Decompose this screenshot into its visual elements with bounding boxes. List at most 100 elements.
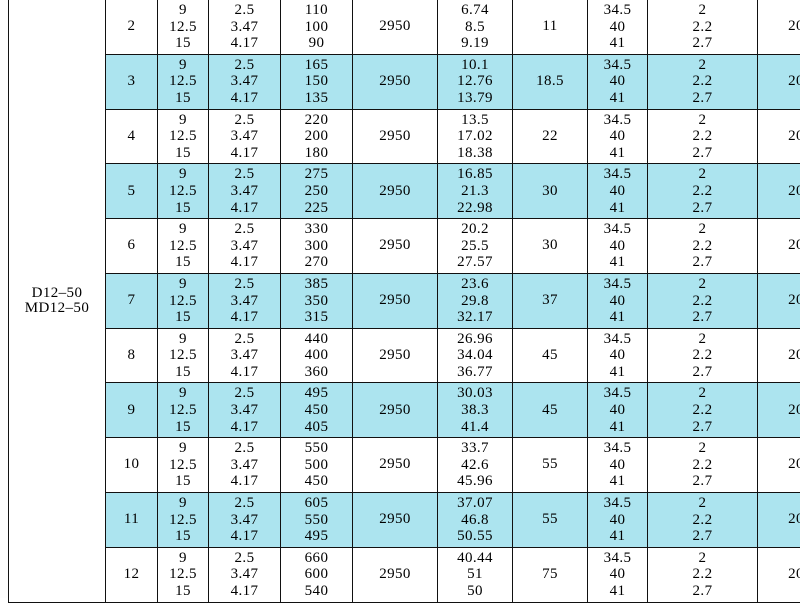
efficiency-cell-value-2: 40: [588, 183, 647, 200]
speed-cell-value: 2950: [353, 74, 437, 89]
efficiency-cell-value-1: 34.5: [588, 166, 647, 183]
speed-cell: 2950: [353, 328, 438, 383]
capacity-cell-value-2: 12.5: [158, 293, 208, 310]
capacity-cell-value-1: 9: [158, 2, 208, 19]
motor-power-cell: 55: [513, 438, 588, 493]
efficiency-cell-value-3: 41: [588, 145, 647, 162]
efficiency-cell-value-2: 40: [588, 347, 647, 364]
capacity-alt-cell-value-1: 2.5: [209, 166, 280, 183]
shaft-power-cell-value-3: 50.55: [438, 528, 512, 545]
motor-power-cell: 45: [513, 328, 588, 383]
speed-cell: 2950: [353, 164, 438, 219]
head-cell-value-2: 100: [281, 19, 352, 36]
head-cell-value-1: 660: [281, 550, 352, 567]
capacity-alt-cell-value-1: 2.5: [209, 440, 280, 457]
inlet-diameter-cell: 200: [758, 493, 800, 548]
npsh-cell-value-3: 2.7: [648, 35, 757, 52]
capacity-alt-cell-value-3: 4.17: [209, 90, 280, 107]
shaft-power-cell-value-2: 34.04: [438, 347, 512, 364]
inlet-diameter-cell-value: 200: [758, 184, 800, 199]
capacity-cell-value-1: 9: [158, 166, 208, 183]
capacity-alt-cell-value-3: 4.17: [209, 528, 280, 545]
capacity-cell-value-1: 9: [158, 331, 208, 348]
inlet-diameter-cell-value: 200: [758, 129, 800, 144]
motor-power-cell: 75: [513, 547, 588, 602]
efficiency-cell-value-2: 40: [588, 19, 647, 36]
stage-count-cell: 9: [106, 383, 158, 438]
stage-count-cell: 3: [106, 54, 158, 109]
npsh-cell-value-3: 2.7: [648, 364, 757, 381]
npsh-cell-value-3: 2.7: [648, 473, 757, 490]
capacity-cell-value-2: 12.5: [158, 402, 208, 419]
npsh-cell-value-1: 2: [648, 276, 757, 293]
stage-count-cell: 12: [106, 547, 158, 602]
motor-power-cell-value: 30: [513, 238, 587, 253]
shaft-power-cell-value-3: 22.98: [438, 200, 512, 217]
motor-power-cell-value: 45: [513, 403, 587, 418]
capacity-cell-value-2: 12.5: [158, 19, 208, 36]
capacity-cell-value-3: 15: [158, 254, 208, 271]
speed-cell-value: 2950: [353, 129, 437, 144]
capacity-alt-cell-value-3: 4.17: [209, 473, 280, 490]
stage-count-cell-value: 6: [106, 238, 157, 253]
shaft-power-cell-value-1: 33.7: [438, 440, 512, 457]
capacity-cell-value-3: 15: [158, 309, 208, 326]
shaft-power-cell-value-3: 13.79: [438, 90, 512, 107]
capacity-alt-cell-value-2: 3.47: [209, 19, 280, 36]
head-cell-value-2: 200: [281, 128, 352, 145]
speed-cell-value: 2950: [353, 184, 437, 199]
inlet-diameter-cell: 200: [758, 164, 800, 219]
stage-count-cell: 10: [106, 438, 158, 493]
head-cell-value-1: 220: [281, 112, 352, 129]
motor-power-cell-value: 22: [513, 129, 587, 144]
capacity-alt-cell-value-2: 3.47: [209, 402, 280, 419]
inlet-diameter-cell: 200: [758, 438, 800, 493]
head-cell-value-3: 360: [281, 364, 352, 381]
stage-count-cell-value: 2: [106, 19, 157, 34]
inlet-diameter-cell: 200: [758, 273, 800, 328]
inlet-diameter-cell-value: 200: [758, 19, 800, 34]
capacity-cell-value-2: 12.5: [158, 183, 208, 200]
shaft-power-cell-value-1: 23.6: [438, 276, 512, 293]
capacity-cell-value-1: 9: [158, 112, 208, 129]
stage-count-cell-value: 9: [106, 403, 157, 418]
speed-cell-value: 2950: [353, 457, 437, 472]
shaft-power-cell-value-2: 21.3: [438, 183, 512, 200]
head-cell-value-1: 605: [281, 495, 352, 512]
efficiency-cell-value-2: 40: [588, 73, 647, 90]
shaft-power-cell-value-1: 10.1: [438, 57, 512, 74]
efficiency-cell-value-3: 41: [588, 473, 647, 490]
head-cell-value-1: 440: [281, 331, 352, 348]
capacity-alt-cell-value-2: 3.47: [209, 73, 280, 90]
efficiency-cell-value-2: 40: [588, 402, 647, 419]
